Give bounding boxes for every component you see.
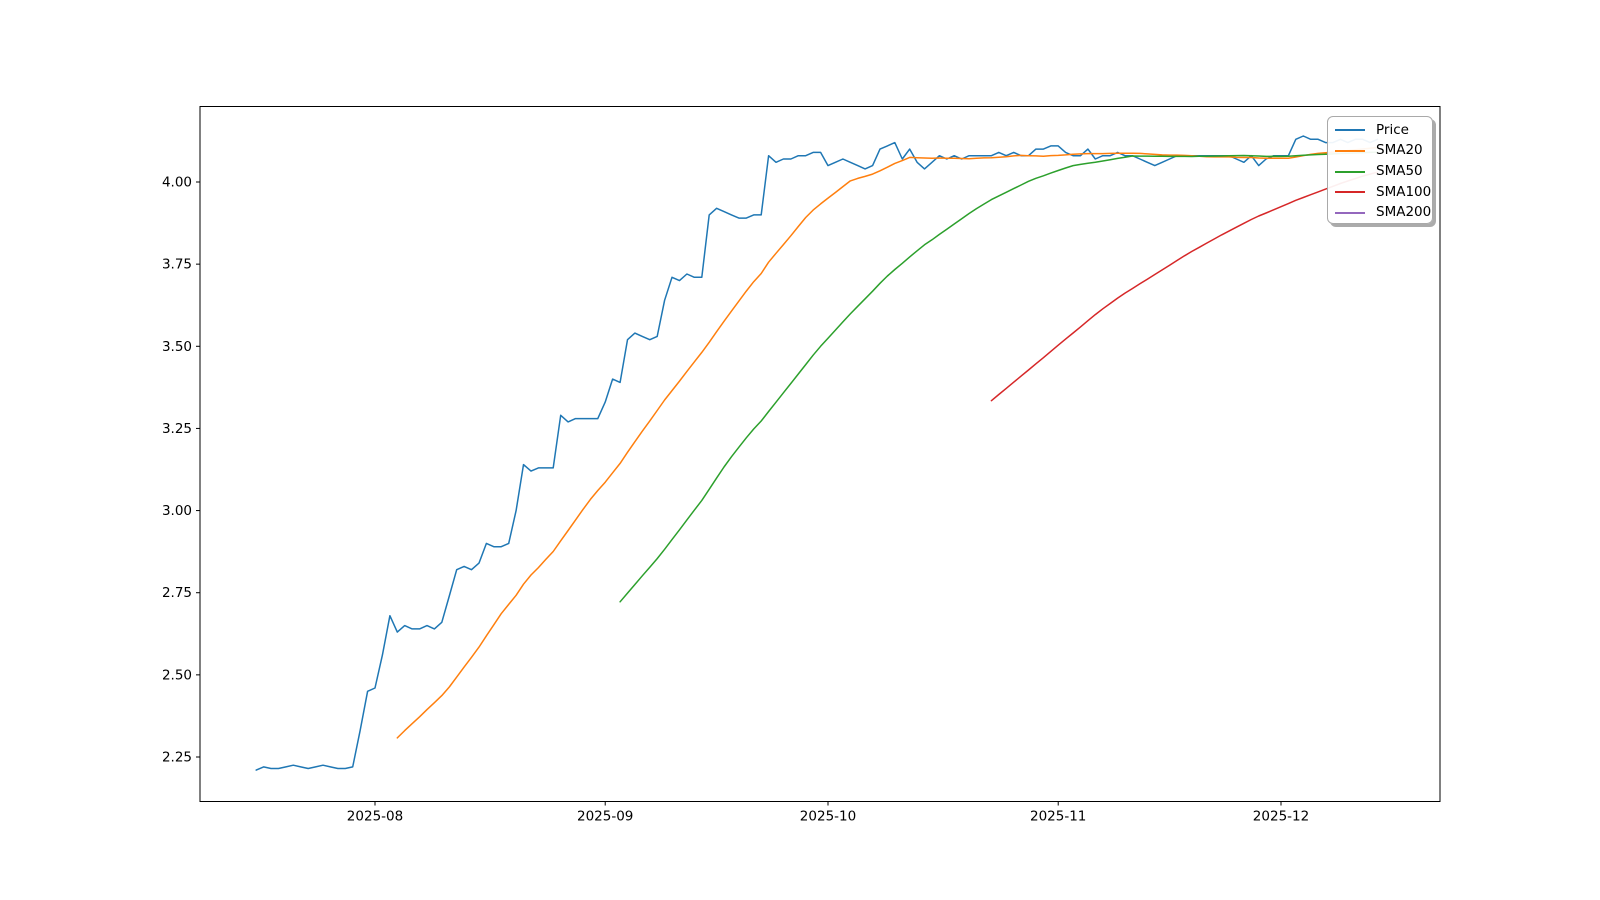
legend-item-sma50: SMA50 xyxy=(1332,161,1428,182)
legend-item-sma200: SMA200 xyxy=(1332,203,1432,224)
y-tick-label: 2.25 xyxy=(162,750,192,766)
plot-border xyxy=(199,106,1441,802)
y-tick-label: 2.75 xyxy=(162,585,192,601)
y-tick-label: 3.50 xyxy=(162,339,192,355)
sma50-line xyxy=(619,151,1379,603)
legend-swatch-sma100 xyxy=(1335,191,1365,194)
legend-item-sma100: SMA100 xyxy=(1332,182,1432,203)
price-line xyxy=(255,135,1379,771)
legend-item-price: Price xyxy=(1332,120,1428,141)
legend-swatch-price xyxy=(1335,129,1365,132)
x-tick-label: 2025-09 xyxy=(577,809,633,825)
legend-swatch-sma20 xyxy=(1335,150,1365,153)
sma100-line xyxy=(990,171,1379,402)
x-tick-label: 2025-12 xyxy=(1253,809,1309,825)
y-tick-label: 3.00 xyxy=(162,503,192,519)
y-tick-label: 3.75 xyxy=(162,257,192,273)
legend-label: SMA20 xyxy=(1376,142,1423,159)
y-tick-label: 2.50 xyxy=(162,667,192,683)
legend-label: Price xyxy=(1376,121,1409,138)
x-tick-label: 2025-08 xyxy=(347,809,403,825)
y-tick-label: 3.25 xyxy=(162,421,192,437)
legend-item-sma20: SMA20 xyxy=(1332,141,1428,162)
legend-swatch-sma50 xyxy=(1335,170,1365,173)
legend-label: SMA200 xyxy=(1376,204,1432,221)
x-tick-label: 2025-10 xyxy=(800,809,856,825)
y-tick-label: 4.00 xyxy=(162,175,192,191)
sma20-line xyxy=(396,146,1379,739)
legend-swatch-sma200 xyxy=(1335,212,1365,215)
legend-label: SMA50 xyxy=(1376,162,1423,179)
legend-label: SMA100 xyxy=(1376,183,1432,200)
legend: Price SMA20 SMA50 SMA100 SMA200 xyxy=(1327,116,1433,224)
x-tick-label: 2025-11 xyxy=(1030,809,1086,825)
